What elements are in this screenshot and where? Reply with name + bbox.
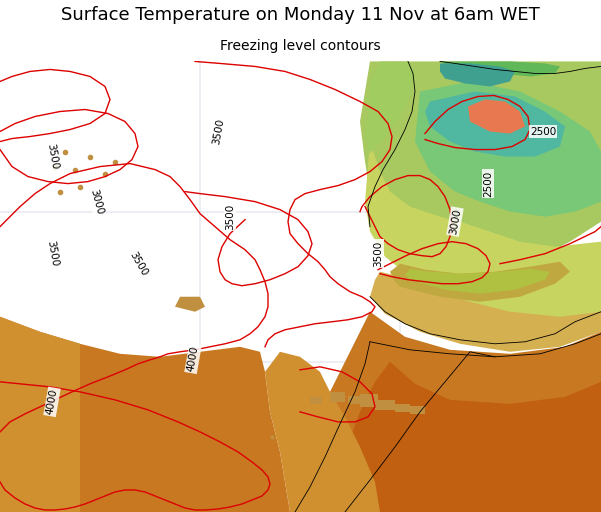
Text: 4000: 4000 — [186, 345, 200, 373]
Polygon shape — [405, 269, 550, 294]
Text: Surface Temperature on Monday 11 Nov at 6am WET: Surface Temperature on Monday 11 Nov at … — [61, 6, 540, 25]
Polygon shape — [375, 400, 395, 410]
Polygon shape — [395, 404, 410, 412]
Text: 3000: 3000 — [448, 208, 462, 236]
Polygon shape — [330, 362, 601, 512]
Polygon shape — [425, 92, 565, 157]
Polygon shape — [440, 61, 560, 76]
Polygon shape — [370, 262, 601, 352]
Polygon shape — [415, 81, 601, 217]
Polygon shape — [290, 312, 601, 512]
Text: 3500: 3500 — [211, 118, 225, 145]
Polygon shape — [0, 317, 290, 512]
Polygon shape — [360, 61, 601, 272]
Polygon shape — [0, 317, 80, 512]
Polygon shape — [265, 352, 380, 512]
Polygon shape — [410, 406, 425, 414]
Polygon shape — [390, 262, 570, 302]
Polygon shape — [360, 394, 378, 407]
Polygon shape — [348, 396, 360, 404]
Polygon shape — [365, 141, 601, 317]
Text: 3000: 3000 — [88, 188, 104, 216]
Polygon shape — [440, 63, 515, 87]
Text: 3500: 3500 — [225, 203, 235, 230]
Polygon shape — [310, 397, 322, 404]
Text: 2500: 2500 — [530, 126, 556, 137]
Polygon shape — [175, 297, 205, 312]
Text: 3500: 3500 — [45, 240, 59, 267]
Polygon shape — [365, 61, 415, 154]
Text: 3500: 3500 — [373, 241, 383, 267]
Polygon shape — [330, 392, 345, 402]
Text: 3500: 3500 — [45, 143, 59, 170]
Text: Freezing level contours: Freezing level contours — [220, 39, 381, 53]
Text: 3500: 3500 — [127, 250, 149, 278]
Polygon shape — [468, 99, 525, 134]
Text: 2500: 2500 — [483, 170, 493, 197]
Text: 4000: 4000 — [45, 388, 59, 416]
